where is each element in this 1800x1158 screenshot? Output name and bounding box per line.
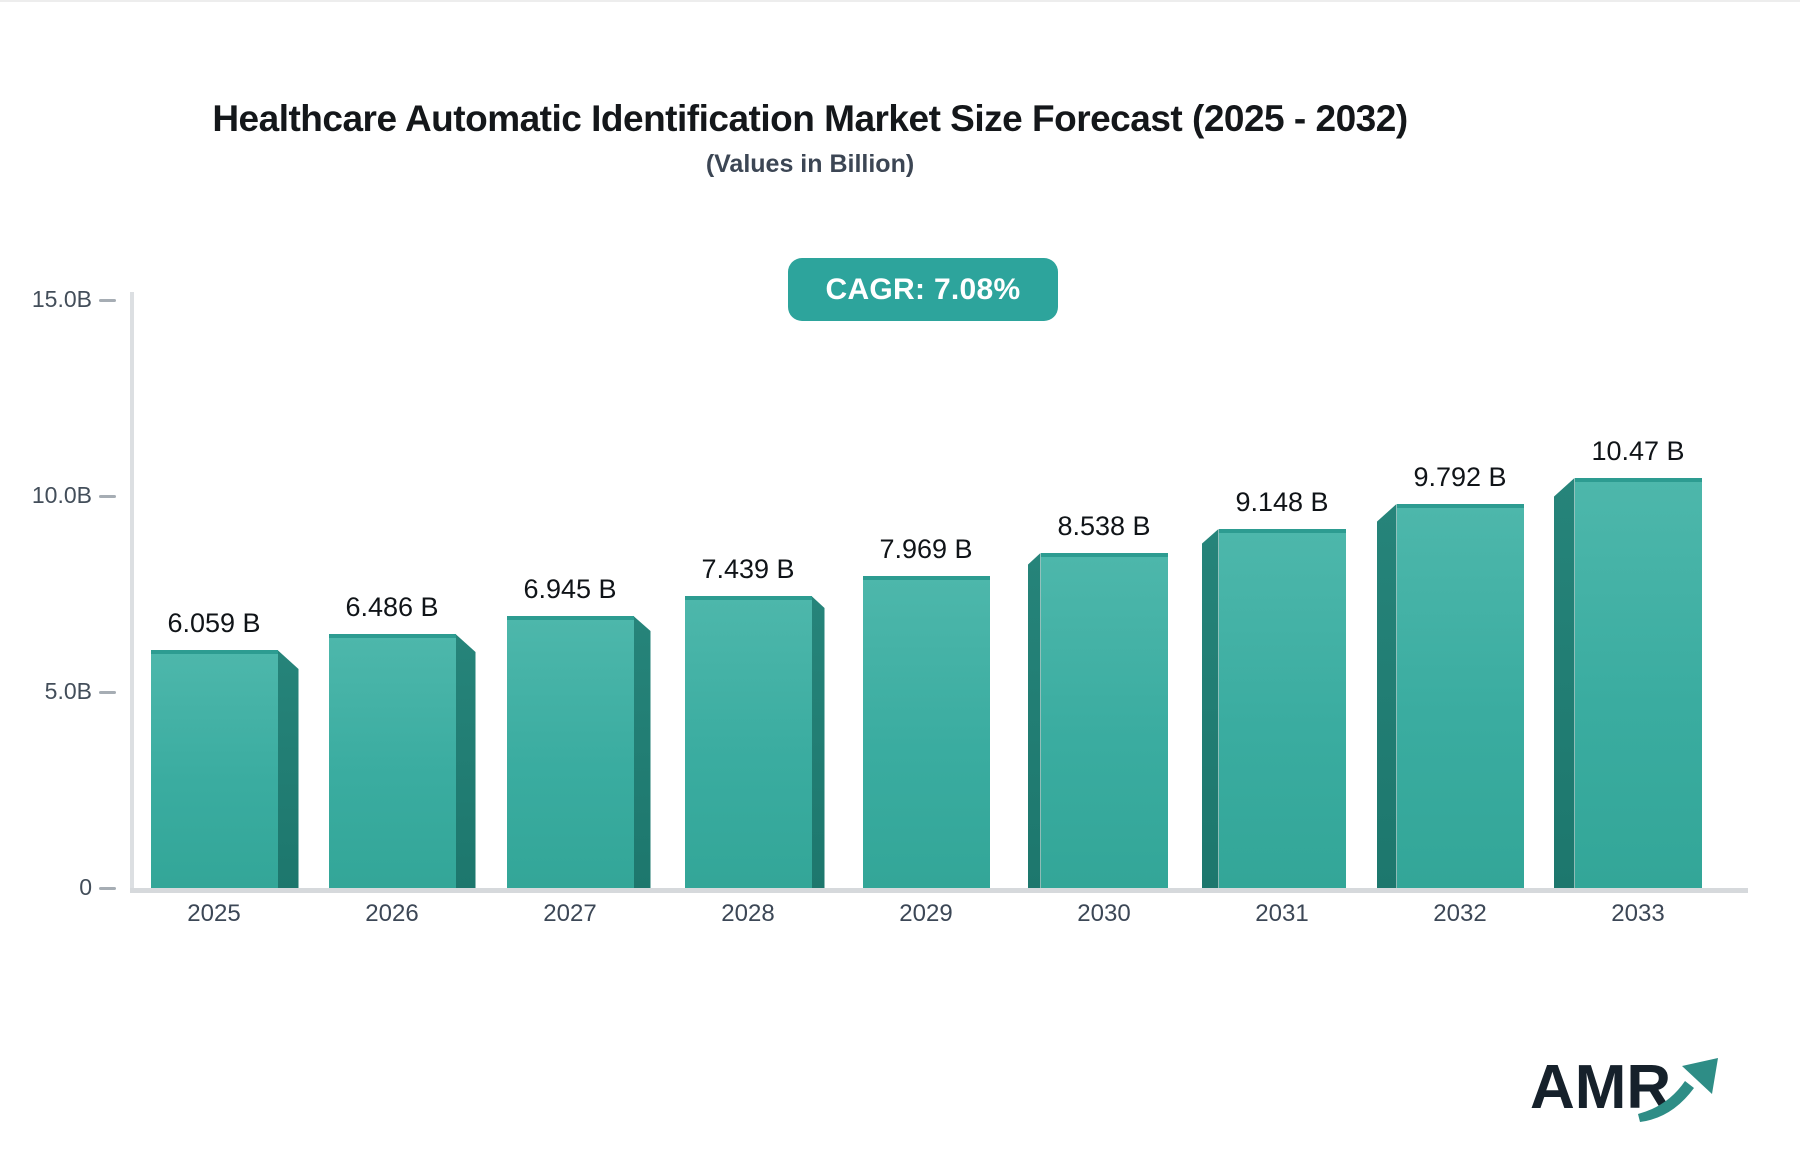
bar-value-label: 7.969 B	[879, 534, 973, 564]
x-axis-baseline	[130, 888, 1748, 893]
x-axis-label: 2031	[1255, 900, 1309, 927]
bar-value-label: 10.47 B	[1591, 436, 1685, 466]
bar-side-face	[455, 634, 476, 888]
amr-logo-text: AMR	[1530, 1053, 1671, 1122]
chart-title: Healthcare Automatic Identification Mark…	[212, 98, 1408, 139]
chart-subtitle: (Values in Billion)	[705, 150, 915, 178]
y-tick-label: 0	[79, 874, 92, 900]
bar-front-face	[1218, 529, 1346, 888]
bar-front-face	[1396, 504, 1524, 888]
bar-front-face	[1040, 553, 1168, 888]
amr-logo-arrow-icon	[1638, 1058, 1718, 1122]
bar-value-label: 9.792 B	[1413, 462, 1507, 492]
y-tick-mark	[99, 691, 116, 694]
bar-side-face	[277, 650, 299, 888]
y-tick-label: 10.0B	[31, 482, 92, 508]
cagr-badge: CAGR: 7.08%	[788, 258, 1058, 321]
amr-logo: AMR	[1522, 1030, 1752, 1145]
y-tick-mark	[99, 299, 116, 302]
bar-side-face	[1027, 553, 1041, 888]
cagr-badge-label: CAGR: 7.08%	[825, 272, 1021, 306]
x-axis-label: 2033	[1611, 900, 1665, 927]
bar-front-face	[150, 650, 278, 888]
x-axis-label: 2025	[187, 900, 241, 927]
bar-value-label: 8.538 B	[1057, 511, 1151, 541]
bar-front-face	[328, 634, 456, 888]
y-tick-label: 15.0B	[31, 286, 92, 312]
bar-side-face	[1553, 478, 1575, 888]
y-axis-line	[130, 292, 134, 893]
bar-side-face	[633, 616, 651, 888]
bar-front-face	[684, 596, 812, 888]
y-tick-mark	[99, 495, 116, 498]
bar-front-face	[506, 616, 634, 888]
bar-front-face	[1574, 478, 1702, 888]
x-axis-label: 2030	[1077, 900, 1131, 927]
bar-value-label: 6.486 B	[345, 592, 439, 622]
x-axis-label: 2032	[1433, 900, 1487, 927]
x-axis-label: 2028	[721, 900, 775, 927]
bar-front-face	[862, 576, 990, 888]
bar-side-face	[1201, 529, 1219, 888]
bar-value-label: 6.945 B	[523, 574, 617, 604]
y-tick-mark	[99, 887, 116, 890]
bar-value-label: 9.148 B	[1235, 487, 1329, 517]
bar-value-label: 7.439 B	[701, 554, 795, 584]
bar-side-face	[811, 596, 825, 888]
x-axis-label: 2029	[899, 900, 953, 927]
amr-logo-graphic: AMR	[1530, 1053, 1718, 1122]
y-tick-label: 5.0B	[44, 678, 92, 704]
bar-value-label: 6.059 B	[167, 608, 261, 638]
bar-side-face	[1376, 504, 1397, 888]
x-axis-label: 2026	[365, 900, 419, 927]
x-axis-label: 2027	[543, 900, 597, 927]
